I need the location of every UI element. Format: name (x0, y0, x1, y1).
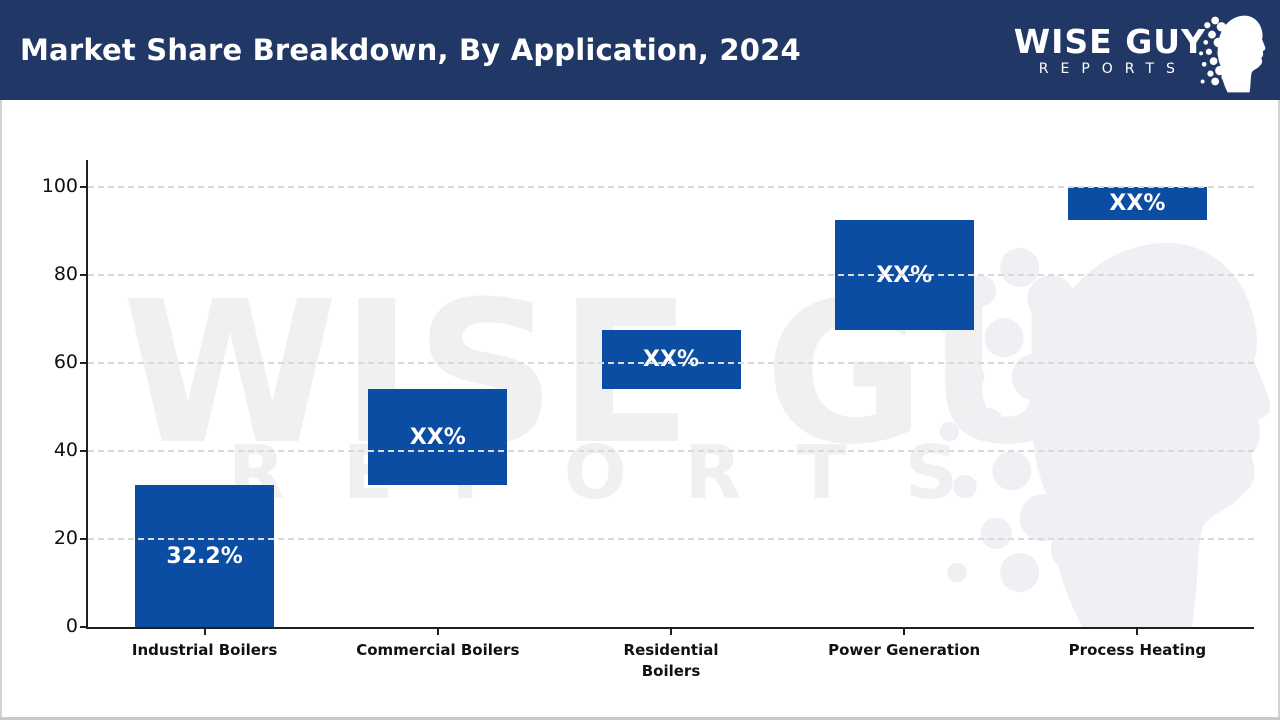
gridline-y60 (88, 362, 1254, 364)
bar-value-label: 32.2% (166, 543, 243, 569)
x-axis-category-label: Commercial Boilers (356, 641, 520, 659)
x-axis-tick-mark (1136, 628, 1139, 635)
y-axis-tick-label: 20 (53, 527, 78, 549)
watermark-subtitle: REPORTS (228, 430, 1017, 516)
gridline-y40 (88, 450, 1254, 452)
y-axis-tick-label: 100 (41, 175, 78, 197)
x-axis-tick-mark (436, 628, 439, 635)
x-axis-tick-mark (670, 628, 672, 635)
waterfall-chart: 0 20 40 60 80 100 32.2% XX% XX% XX% XX% Industrial … (0, 100, 1280, 720)
bar-segment: 32.2% (135, 485, 275, 627)
y-axis-tick-mark (80, 274, 87, 276)
logo-text: WISE GUY REPORTS (1013, 21, 1206, 78)
gridline-y20 (88, 538, 1254, 540)
bar-segment: XX% (368, 389, 508, 486)
frame-border-bottom (0, 717, 1280, 720)
bar-segment: XX% (1067, 187, 1207, 220)
y-axis-line (86, 160, 88, 629)
logo-wordmark: WISE GUY (1013, 21, 1206, 61)
y-axis-tick-mark (80, 538, 87, 540)
frame-border-left (0, 100, 2, 720)
y-axis-tick-mark (80, 362, 87, 364)
y-axis-tick-label: 80 (53, 263, 78, 285)
y-axis-tick-mark (80, 186, 87, 188)
y-axis-tick-mark (80, 626, 87, 628)
brand-logo: WISE GUY REPORTS (1014, 8, 1266, 94)
gridline-y80 (88, 274, 1254, 276)
y-axis-tick-label: 0 (65, 615, 78, 637)
x-axis-line (86, 627, 1254, 629)
bar-value-label: XX% (1109, 191, 1166, 216)
x-axis-tick-mark (903, 628, 906, 635)
y-axis-tick-label: 60 (53, 351, 78, 373)
y-axis-tick-label: 40 (53, 439, 78, 461)
x-axis-tick-mark (203, 628, 206, 635)
x-axis-category-label: Industrial Boilers (131, 641, 278, 659)
chart-area: WISE GUY REPORTS 0 20 40 60 80 100 32.2% XX% XX%… (0, 100, 1280, 720)
y-axis-tick-mark (80, 450, 87, 452)
bar-value-label: XX% (409, 424, 466, 450)
bar-value-label: XX% (643, 347, 699, 373)
x-axis-category-label: Power Generation (828, 641, 981, 659)
gridline-y100 (88, 186, 1254, 188)
x-axis-category-label: Process Heating (1068, 641, 1207, 659)
page-title: Market Share Breakdown, By Application, … (20, 33, 801, 67)
frame-border-right (1278, 100, 1280, 720)
x-axis-category-label: Residential Boilers (623, 641, 719, 680)
bar-segment: XX% (601, 330, 741, 390)
logo-head-icon (1198, 15, 1266, 93)
logo-subtitle: REPORTS (1038, 61, 1187, 78)
header: Market Share Breakdown, By Application, … (0, 0, 1280, 100)
